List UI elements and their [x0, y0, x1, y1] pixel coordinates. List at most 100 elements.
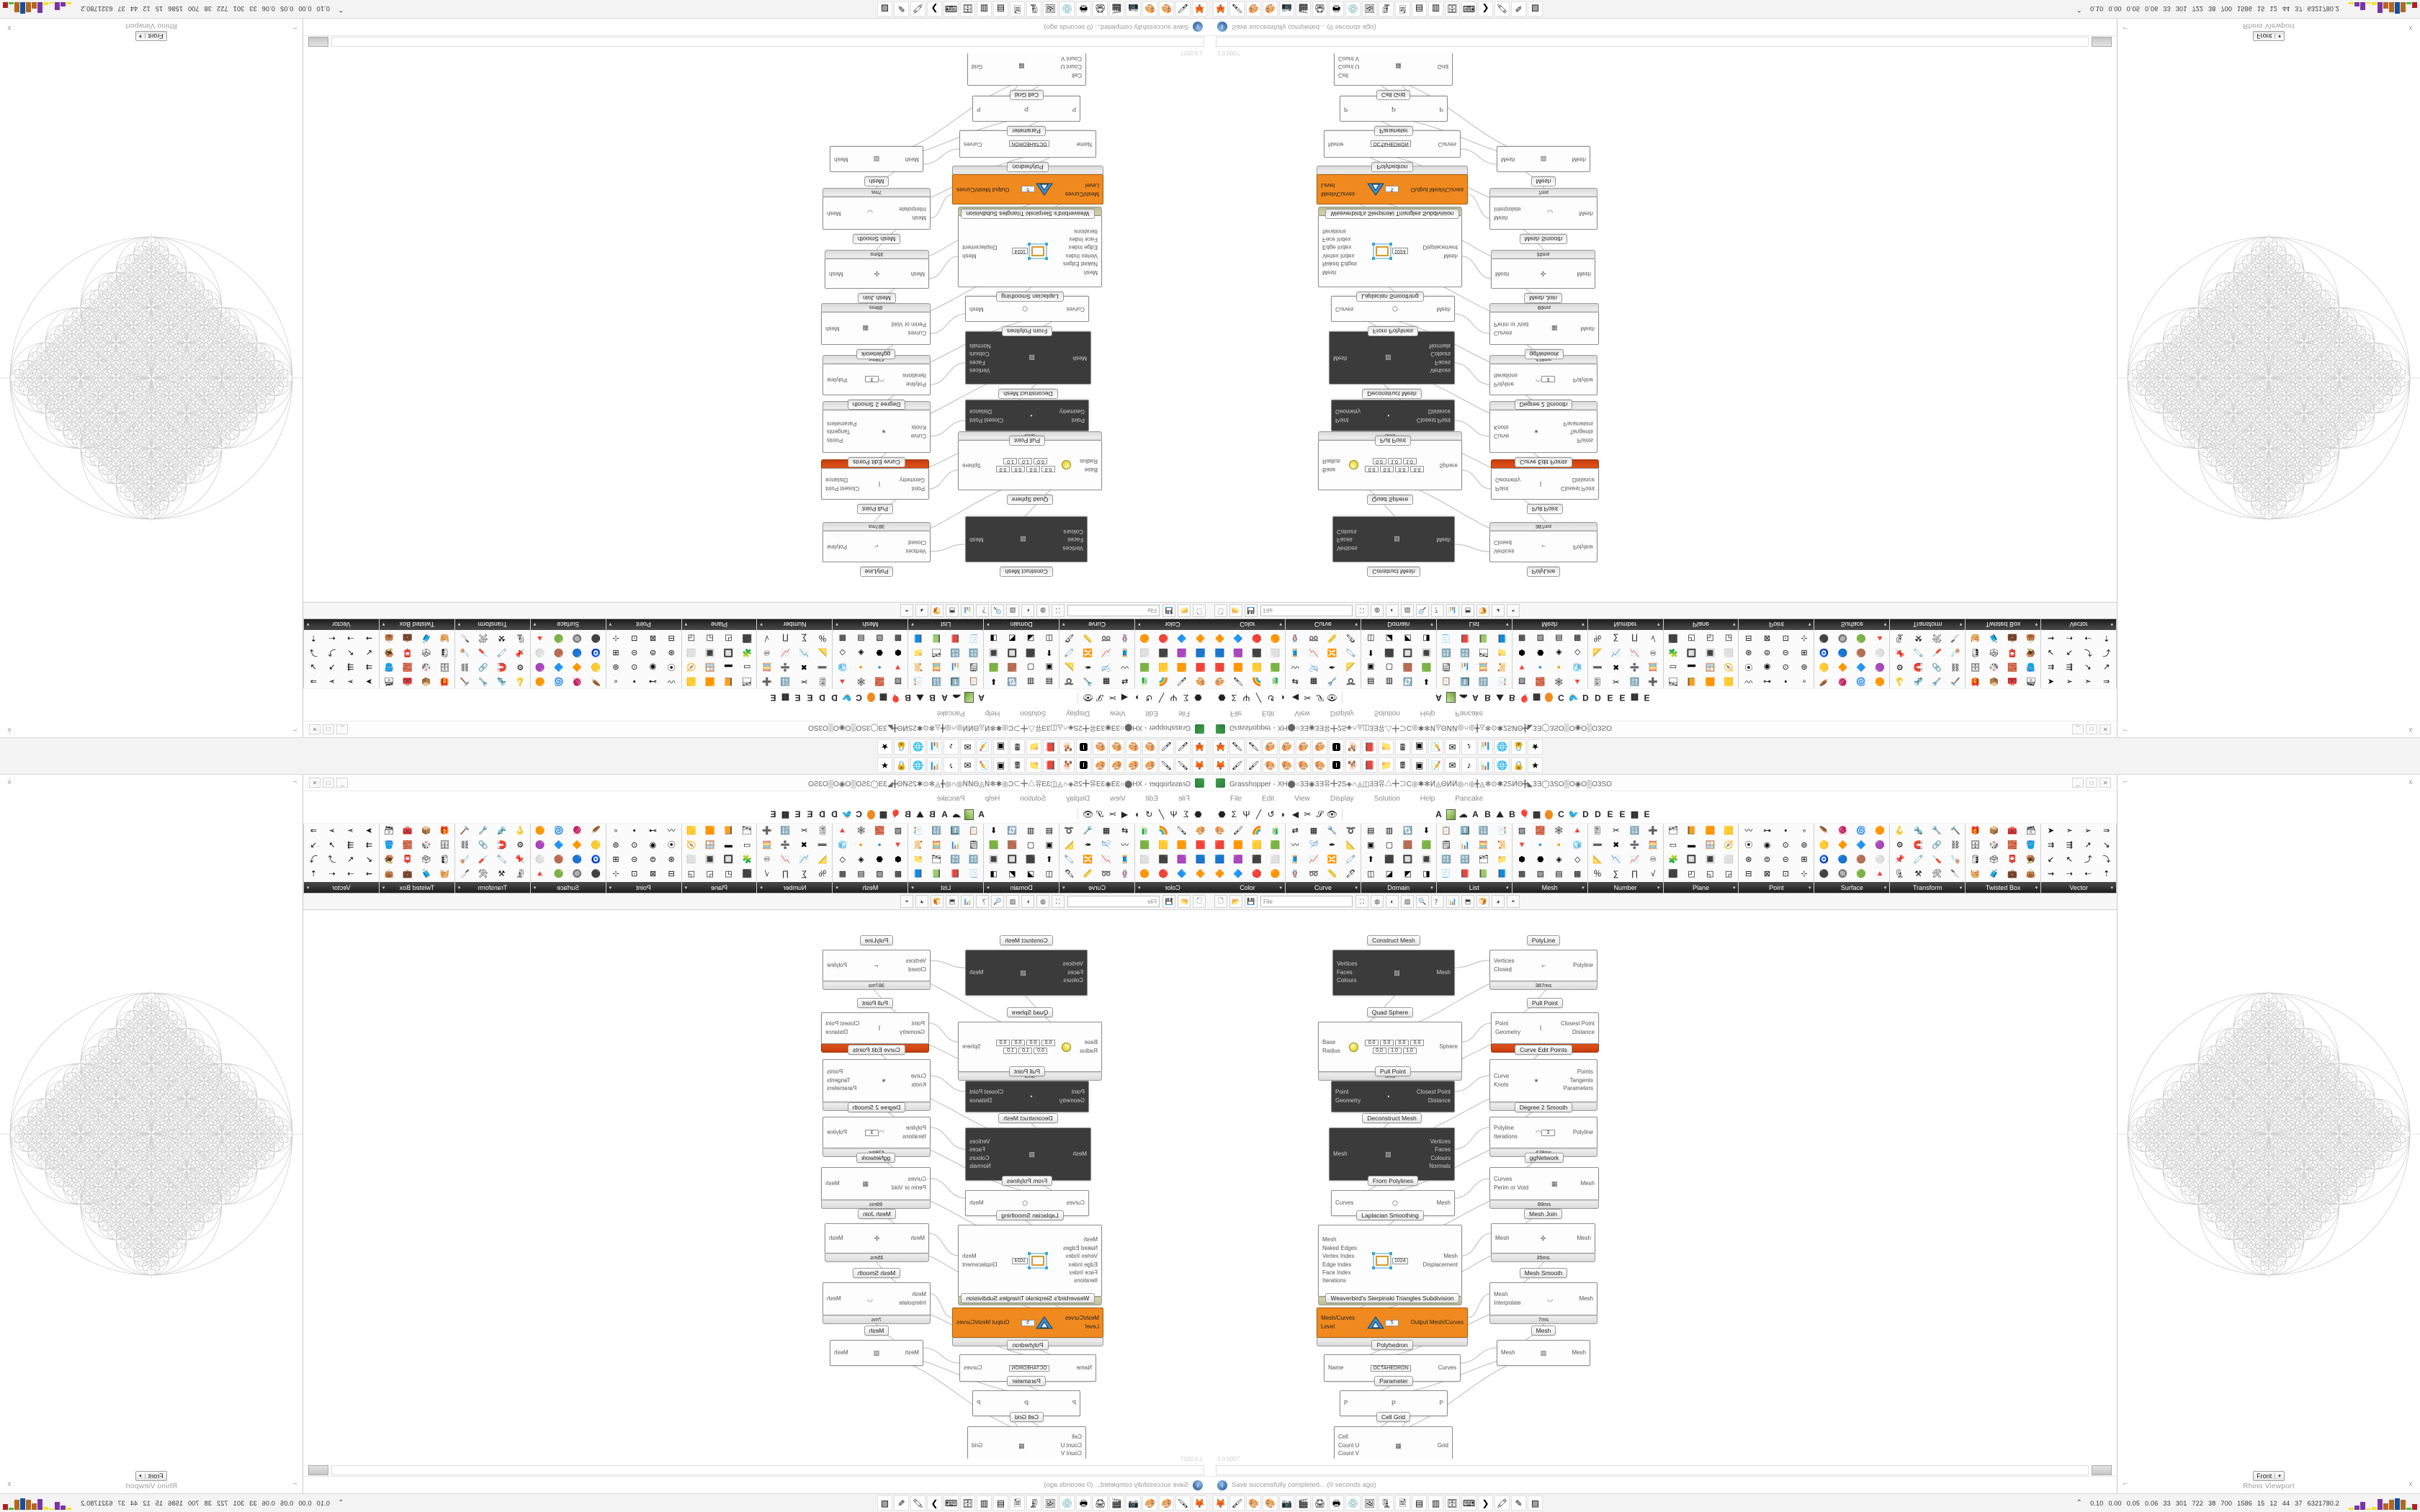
node-mesh-1[interactable]: Mesh Mesh ▧ Mesh	[830, 146, 923, 186]
photo-icon[interactable]: 🖼	[1043, 1, 1058, 17]
input-port[interactable]: Closed	[908, 539, 926, 546]
component-button[interactable]: ➕	[1648, 677, 1659, 685]
input-port[interactable]: Mesh	[905, 1349, 919, 1356]
component-button[interactable]: ％	[818, 634, 827, 642]
dot-orange-icon[interactable]	[1543, 692, 1555, 704]
component-button[interactable]: 📊	[950, 841, 960, 850]
code-icon[interactable]: ⌨	[944, 1, 959, 17]
component-button[interactable]: ↗	[2084, 662, 2092, 671]
component-button[interactable]: 🌈	[1251, 677, 1262, 685]
component-button[interactable]: ⤴	[328, 855, 336, 864]
component-button[interactable]: ◈	[1556, 648, 1562, 657]
render-icon[interactable]: ◕	[1492, 604, 1505, 617]
input-port[interactable]: Polyline	[905, 1125, 926, 1132]
component-button[interactable]: 📮	[2007, 648, 2017, 657]
component-button[interactable]: 🧵	[1119, 855, 1130, 864]
component-button[interactable]: ⇠	[328, 634, 336, 642]
component-button[interactable]: ⊝	[1782, 648, 1789, 657]
ribbon-tab-plane[interactable]: Plane ▾	[1663, 619, 1739, 630]
component-button[interactable]: 🟩	[988, 662, 999, 671]
render-icon[interactable]: ◕	[915, 895, 928, 908]
command-input[interactable]	[331, 37, 1204, 47]
node-weaverbird-sierpinski-1[interactable]: Weaverbird's Sierpinski Triangles Subdiv…	[952, 1293, 1103, 1346]
palette-icon[interactable]: 🎨	[1263, 1, 1278, 17]
component-button[interactable]: ▨	[1518, 677, 1526, 685]
component-button[interactable]: 🟠	[1139, 870, 1150, 878]
node-mesh-join-1[interactable]: Mesh Join Mesh ✣ Mesh 35ms	[1491, 250, 1595, 303]
component-button[interactable]: 🧲	[1913, 662, 1924, 671]
shell-icon[interactable]: ❯	[1478, 1, 1493, 17]
component-button[interactable]: ⊝	[631, 648, 638, 657]
menu-item-help[interactable]: Help	[1420, 709, 1435, 718]
node-field[interactable]: 0.0	[1034, 1048, 1048, 1054]
component-button[interactable]: 📈	[1101, 855, 1111, 864]
node-body[interactable]: Vertices Faces Colours ▨ Mesh	[965, 516, 1088, 562]
node-field[interactable]: OCTAHEDRON	[1009, 1364, 1049, 1372]
globe-icon[interactable]: 🌐	[1494, 739, 1510, 755]
ypsilon-icon[interactable]: Ψ	[1170, 693, 1178, 703]
output-port[interactable]: Distance	[969, 1097, 992, 1104]
component-button[interactable]: ⬆	[1046, 648, 1053, 657]
node-construct-mesh-1[interactable]: Construct Mesh Vertices Faces Colours ▨ Mesh	[965, 935, 1088, 996]
node-caption[interactable]: Mesh Join	[858, 1209, 896, 1219]
ribbon-tab-transform[interactable]: Transform ▾	[1890, 619, 1966, 630]
letter-e-icon[interactable]: E	[1607, 693, 1613, 703]
component-button[interactable]: ⇝	[365, 870, 373, 878]
node-body[interactable]: Base Radius 0.0 0.0 0.0 0.0 0.0 1.0 1.0 Sphere	[958, 1022, 1102, 1072]
component-button[interactable]: 📕	[950, 870, 960, 878]
node-field[interactable]: 1024	[1012, 1257, 1028, 1264]
output-port[interactable]: Mesh	[962, 252, 977, 259]
node-body[interactable]: Curve Knots ✶ Points Tangents Parameters	[823, 410, 931, 453]
component-button[interactable]: 🧾	[969, 634, 979, 642]
palette-icon[interactable]: 🎨	[1093, 739, 1108, 755]
component-button[interactable]: 🪢	[1119, 634, 1130, 642]
component-button[interactable]: ▢	[1385, 662, 1394, 671]
component-button[interactable]: 🔩	[496, 677, 507, 685]
output-port[interactable]: Mesh	[825, 325, 840, 333]
output-port[interactable]: Output Mesh/Curves	[956, 1318, 1010, 1326]
input-port[interactable]: Iterations	[902, 1133, 926, 1140]
component-button[interactable]: ➤	[365, 677, 373, 685]
component-button[interactable]: 📏	[1327, 634, 1337, 642]
component-button[interactable]: 🔘	[572, 870, 583, 878]
component-button[interactable]: 🧷	[1064, 648, 1075, 657]
node-cell-grid-1[interactable]: Cell Grid Cell Count U Count V ▦ Grid	[967, 53, 1086, 100]
menu-bar[interactable]: File Edit View Display Solution Help Pancake	[303, 791, 1210, 806]
component-button[interactable]: ▬	[1688, 662, 1696, 671]
component-button[interactable]: 🔢	[931, 827, 942, 835]
ribbon-tab-mesh[interactable]: Mesh ▾	[1512, 619, 1587, 630]
letter-d-icon[interactable]: D	[819, 693, 825, 703]
node-parameter-1[interactable]: Parameter P P P	[972, 96, 1080, 136]
camera-icon[interactable]: 📷	[1126, 1, 1141, 17]
input-port[interactable]: Faces	[1067, 536, 1083, 544]
component-button[interactable]: 📙	[723, 827, 734, 835]
output-port[interactable]: Grid	[1437, 63, 1448, 71]
music-icon[interactable]: ♪	[944, 757, 959, 773]
ribbon-tab-plane[interactable]: Plane ▾	[681, 882, 757, 893]
component-button[interactable]: ⇡	[310, 870, 317, 878]
input-port[interactable]: Curves	[1066, 306, 1085, 313]
component-button[interactable]: 🗂	[742, 827, 753, 835]
menu-item-view[interactable]: View	[1294, 709, 1310, 718]
output-port[interactable]: Sphere	[962, 1043, 981, 1050]
component-button[interactable]: 🔶	[1195, 634, 1206, 642]
folder-icon[interactable]: 📁	[1026, 757, 1041, 773]
component-button[interactable]: 🪛	[1932, 648, 1942, 657]
input-port[interactable]: Faces	[1337, 536, 1353, 544]
component-button[interactable]: ➣	[2066, 677, 2073, 685]
node-field[interactable]: 0.0	[1034, 458, 1048, 464]
component-button[interactable]: ▧	[1536, 634, 1544, 642]
node-field[interactable]: 1024	[1392, 248, 1408, 255]
component-button[interactable]: 🔃	[1402, 677, 1413, 685]
output-port[interactable]: Mesh	[1580, 325, 1595, 333]
input-port[interactable]: Edge Index	[1068, 1261, 1098, 1268]
component-button[interactable]: 🔩	[496, 827, 507, 835]
swatch-green-icon[interactable]	[963, 692, 975, 704]
component-button[interactable]: ▦	[1102, 677, 1111, 685]
output-port[interactable]: Points	[827, 1068, 843, 1076]
component-button[interactable]: ⬇	[990, 677, 998, 685]
node-laplacian-smoothing-1[interactable]: Laplacian Smoothing Mesh Naked Edges Vertex…	[1318, 207, 1462, 302]
component-button[interactable]: 🔳	[988, 855, 999, 864]
component-button[interactable]: ▩	[894, 634, 902, 642]
component-button[interactable]: ⇒	[2103, 677, 2110, 685]
